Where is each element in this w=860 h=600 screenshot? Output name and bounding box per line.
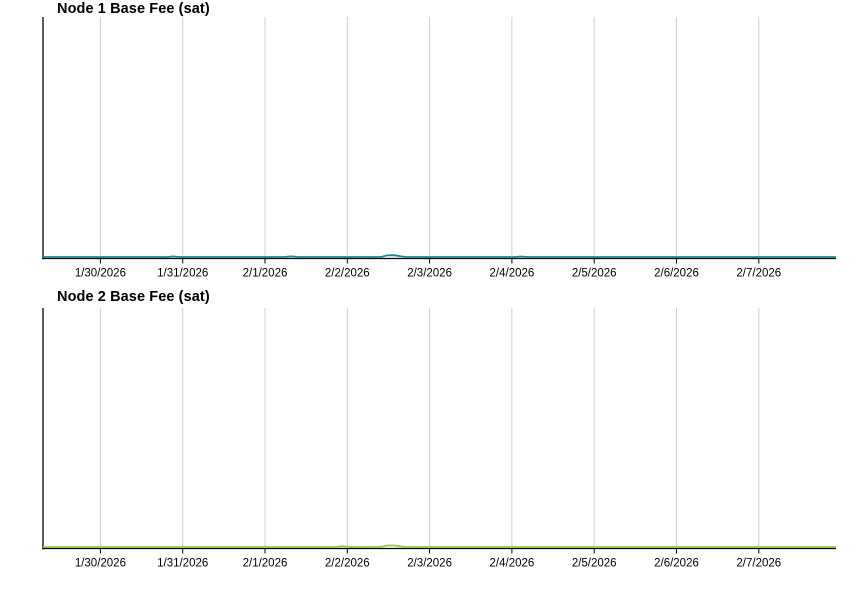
x-tick-label: 2/4/2026: [490, 268, 535, 280]
x-tick-label: 2/2/2026: [325, 558, 370, 570]
x-tick-label: 2/6/2026: [654, 268, 699, 280]
x-tick-label: 2/3/2026: [407, 558, 452, 570]
x-tick-label: 1/31/2026: [157, 558, 208, 570]
x-tick-label: 2/1/2026: [243, 558, 288, 570]
data-line-node-2-base-fee: [43, 544, 836, 548]
x-tick-label: 2/6/2026: [654, 558, 699, 570]
chart-title-node2: Node 2 Base Fee (sat): [57, 289, 210, 305]
x-tick-label: 2/5/2026: [572, 558, 617, 570]
data-line-node-1-base-fee: [43, 254, 836, 258]
x-tick-label: 2/3/2026: [407, 268, 452, 280]
x-tick-label: 2/2/2026: [325, 268, 370, 280]
x-tick-label: 2/7/2026: [736, 268, 781, 280]
x-tick-label: 2/4/2026: [490, 558, 535, 570]
x-tick-label: 2/7/2026: [736, 558, 781, 570]
x-tick-label: 1/30/2026: [75, 558, 126, 570]
x-tick-label: 1/31/2026: [157, 268, 208, 280]
x-tick-label: 2/5/2026: [572, 268, 617, 280]
x-tick-label: 1/30/2026: [75, 268, 126, 280]
chart-title-node1: Node 1 Base Fee (sat): [57, 1, 210, 17]
x-tick-label: 2/1/2026: [243, 268, 288, 280]
